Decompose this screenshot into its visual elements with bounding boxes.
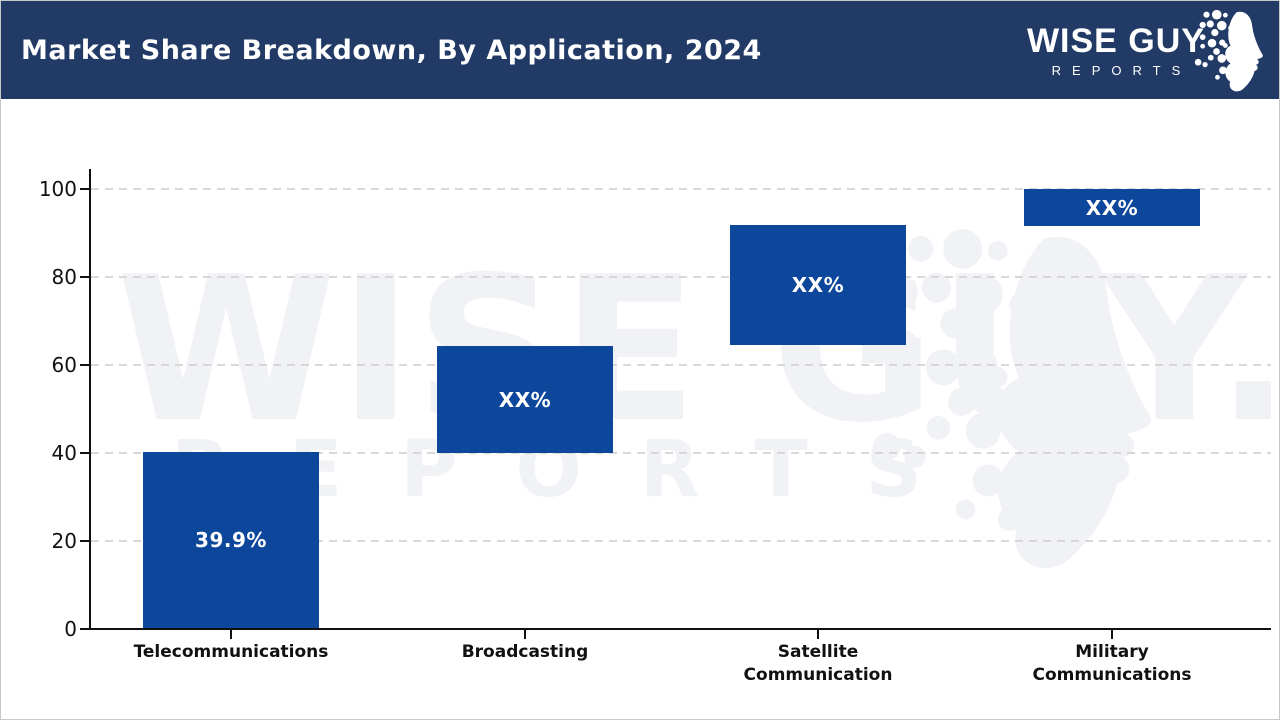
category-label-1: Broadcasting bbox=[395, 641, 655, 664]
brand-wordmark: WISE GUY bbox=[1026, 22, 1205, 61]
x-tick-3 bbox=[1111, 630, 1113, 639]
gridline-y-100 bbox=[91, 188, 1271, 190]
gridline-y-80 bbox=[91, 276, 1271, 278]
category-label-line: Satellite bbox=[777, 642, 859, 662]
category-label-line: Telecommunications bbox=[133, 642, 329, 662]
category-label-line: Communications bbox=[1032, 665, 1192, 685]
page-title: Market Share Breakdown, By Application, … bbox=[21, 34, 762, 66]
bar-value-label: XX% bbox=[498, 387, 552, 412]
y-tick-label-100: 100 bbox=[38, 177, 77, 201]
y-tick-0 bbox=[80, 628, 89, 630]
y-tick-60 bbox=[80, 364, 89, 366]
brand-subtext: REPORTS bbox=[1051, 62, 1192, 78]
brand-face-icon bbox=[1194, 9, 1263, 92]
bar-telecommunications: 39.9% bbox=[143, 452, 319, 628]
category-label-0: Telecommunications bbox=[101, 641, 361, 664]
header: Market Share Breakdown, By Application, … bbox=[1, 1, 1279, 99]
bar-value-label: XX% bbox=[791, 273, 845, 297]
y-tick-100 bbox=[80, 188, 89, 190]
bar-broadcasting: XX% bbox=[437, 346, 613, 453]
category-label-3: Military Communications bbox=[982, 641, 1242, 687]
bar-military-communications: XX% bbox=[1024, 189, 1200, 226]
y-tick-label-40: 40 bbox=[51, 441, 77, 465]
brand-logo: WISE GUY REPORTS bbox=[1027, 5, 1275, 97]
brand-logo-text: WISE GUY REPORTS bbox=[1026, 22, 1205, 78]
category-label-line: Communication bbox=[743, 665, 893, 685]
gridline-y-60 bbox=[91, 364, 1271, 366]
bar-value-label: XX% bbox=[1085, 195, 1139, 220]
x-tick-0 bbox=[230, 630, 232, 639]
x-axis bbox=[89, 628, 1271, 630]
y-tick-40 bbox=[80, 452, 89, 454]
category-label-line: Military bbox=[1075, 642, 1149, 662]
x-tick-2 bbox=[817, 630, 819, 639]
y-tick-label-0: 0 bbox=[64, 617, 77, 641]
bar-satellite-communication: XX% bbox=[730, 225, 906, 345]
y-axis bbox=[89, 169, 91, 630]
gridline-y-40 bbox=[91, 452, 1271, 454]
category-label-2: Satellite Communication bbox=[688, 641, 948, 687]
bar-value-label: 39.9% bbox=[195, 528, 267, 552]
y-tick-80 bbox=[80, 276, 89, 278]
gridline-y-20 bbox=[91, 540, 1271, 542]
y-tick-label-60: 60 bbox=[51, 353, 77, 377]
y-tick-label-20: 20 bbox=[51, 529, 77, 553]
category-label-line: Broadcasting bbox=[461, 642, 589, 662]
watermark-face-icon bbox=[873, 228, 1152, 568]
y-tick-label-80: 80 bbox=[51, 265, 77, 289]
y-tick-20 bbox=[80, 540, 89, 542]
x-tick-1 bbox=[524, 630, 526, 639]
